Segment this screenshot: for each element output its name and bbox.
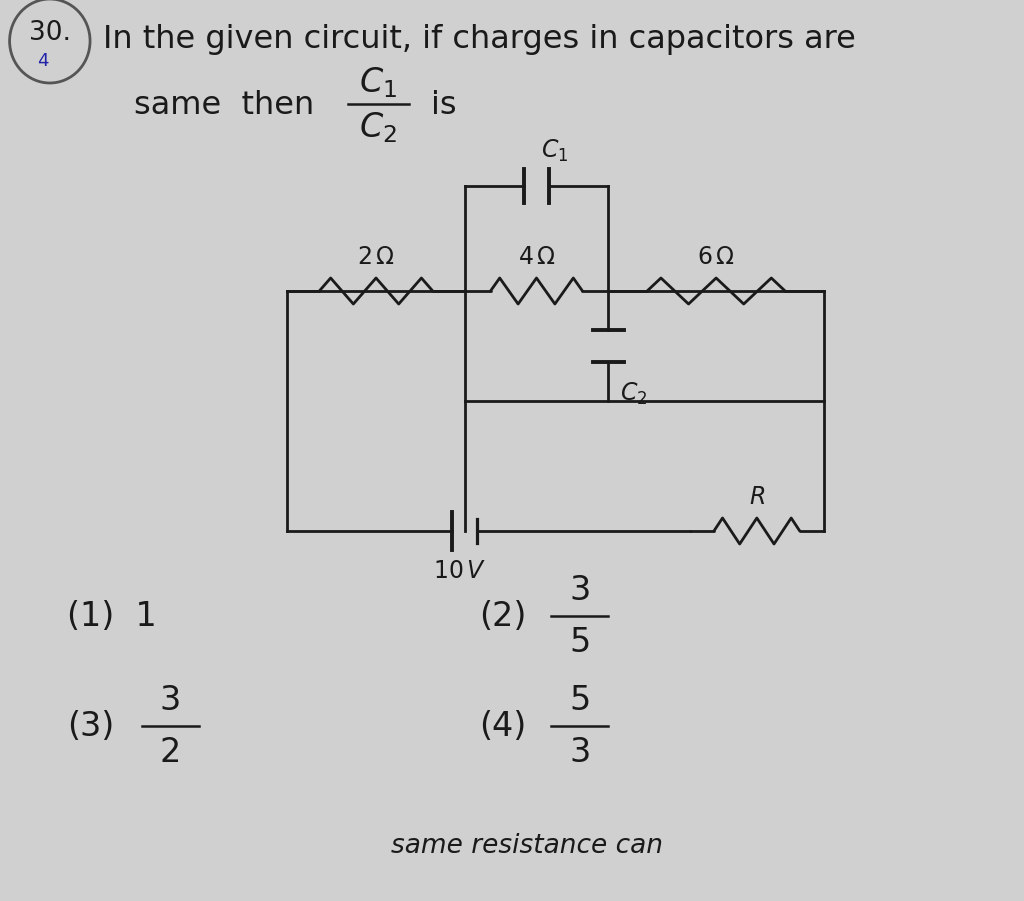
Text: (4): (4) bbox=[479, 709, 526, 742]
Text: 5: 5 bbox=[569, 684, 590, 716]
Text: same  then: same then bbox=[134, 90, 314, 122]
Text: $C_2$: $C_2$ bbox=[620, 381, 647, 407]
Text: same resistance can: same resistance can bbox=[391, 833, 663, 859]
Text: 30.: 30. bbox=[29, 20, 71, 46]
Text: 3: 3 bbox=[160, 684, 181, 716]
Text: $R$: $R$ bbox=[749, 485, 765, 509]
Text: (3): (3) bbox=[67, 709, 115, 742]
Text: 3: 3 bbox=[569, 574, 590, 606]
Text: $C_1$: $C_1$ bbox=[542, 138, 568, 164]
Text: 4: 4 bbox=[37, 52, 49, 70]
Text: $10\,V$: $10\,V$ bbox=[433, 559, 486, 583]
Text: $C_2$: $C_2$ bbox=[359, 111, 397, 145]
Text: $6\,\Omega$: $6\,\Omega$ bbox=[697, 245, 735, 269]
Text: $2\,\Omega$: $2\,\Omega$ bbox=[357, 245, 395, 269]
Text: $4\,\Omega$: $4\,\Omega$ bbox=[517, 245, 555, 269]
Text: (2): (2) bbox=[479, 599, 526, 633]
Text: In the given circuit, if charges in capacitors are: In the given circuit, if charges in capa… bbox=[103, 23, 856, 54]
Text: (1)  1: (1) 1 bbox=[67, 599, 157, 633]
Text: is: is bbox=[431, 90, 457, 122]
Text: 3: 3 bbox=[569, 735, 590, 769]
Text: 5: 5 bbox=[569, 625, 590, 659]
Text: $C_1$: $C_1$ bbox=[359, 66, 397, 100]
Text: 2: 2 bbox=[160, 735, 181, 769]
